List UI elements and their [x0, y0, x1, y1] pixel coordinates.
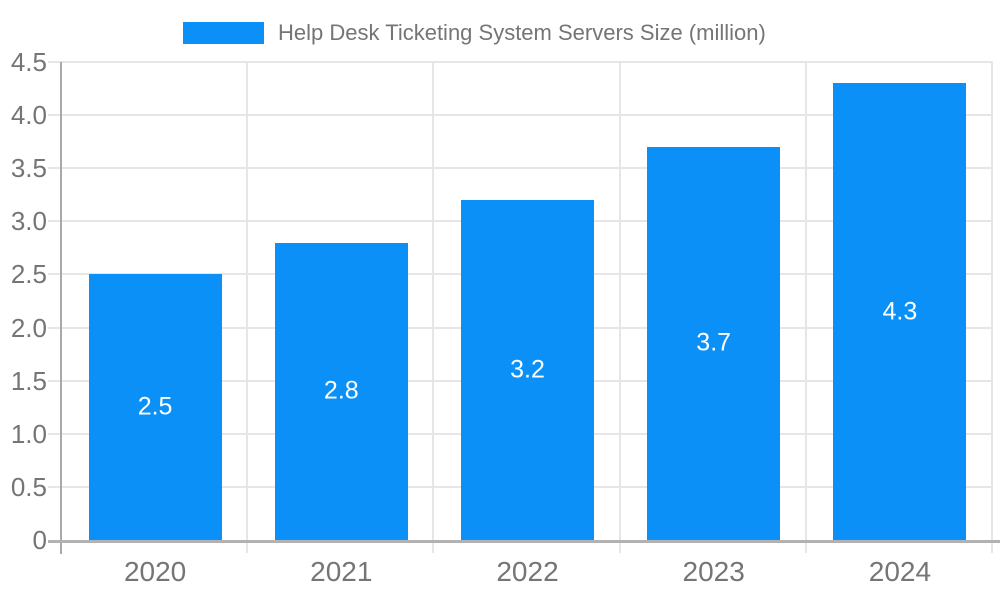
y-tick-label: 4.5: [10, 47, 47, 77]
plot-area: 2.5 2.8 3.2 3.7 4.3: [48, 61, 1000, 554]
h-gridline: [48, 167, 993, 170]
x-tick: [991, 543, 993, 553]
y-tick-label: 2.0: [10, 312, 47, 343]
legend: Help Desk Ticketing System Servers Size …: [183, 20, 766, 45]
y-tick-label: 1.5: [10, 365, 47, 396]
h-gridline: [48, 114, 993, 117]
x-axis-line: [48, 540, 1000, 543]
x-tick: [246, 543, 249, 553]
x-tick-label: 2023: [682, 556, 745, 587]
x-tick-label: 2024: [868, 556, 932, 587]
x-tick: [618, 543, 621, 553]
y-tick-label: 3.5: [10, 153, 47, 184]
x-tick-label: 2020: [123, 556, 187, 587]
x-tick-label: 2022: [496, 556, 559, 587]
bar-value-label: 4.3: [882, 297, 918, 326]
x-tick: [804, 543, 807, 553]
y-tick-label: 4.0: [10, 100, 47, 131]
bar-value-label: 2.5: [137, 392, 173, 421]
v-gridline: [804, 62, 807, 540]
bar: [833, 83, 967, 540]
x-tick-label: 2021: [310, 556, 373, 587]
v-gridline: [618, 62, 621, 540]
legend-label: Help Desk Ticketing System Servers Size …: [278, 20, 766, 45]
y-tick-label: 1.0: [10, 418, 47, 449]
y-tick-label: 0.5: [10, 471, 47, 502]
bar-value-label: 3.7: [696, 328, 732, 357]
bar: [88, 274, 222, 540]
v-gridline: [432, 62, 435, 540]
v-gridline: [246, 62, 249, 540]
bar-value-label: 3.2: [510, 355, 545, 384]
h-gridline: [48, 61, 993, 63]
y-tick-label: 2.5: [10, 259, 47, 290]
x-tick: [432, 543, 435, 553]
y-axis-line: [60, 62, 62, 554]
y-tick-label: 3.0: [10, 206, 47, 237]
legend-swatch: [183, 22, 264, 44]
bar: [274, 242, 408, 540]
y-tick-label: 0: [32, 525, 47, 555]
bar-value-label: 2.8: [323, 376, 359, 405]
v-gridline: [991, 62, 993, 540]
bar: [461, 200, 594, 540]
bar: [647, 146, 781, 540]
